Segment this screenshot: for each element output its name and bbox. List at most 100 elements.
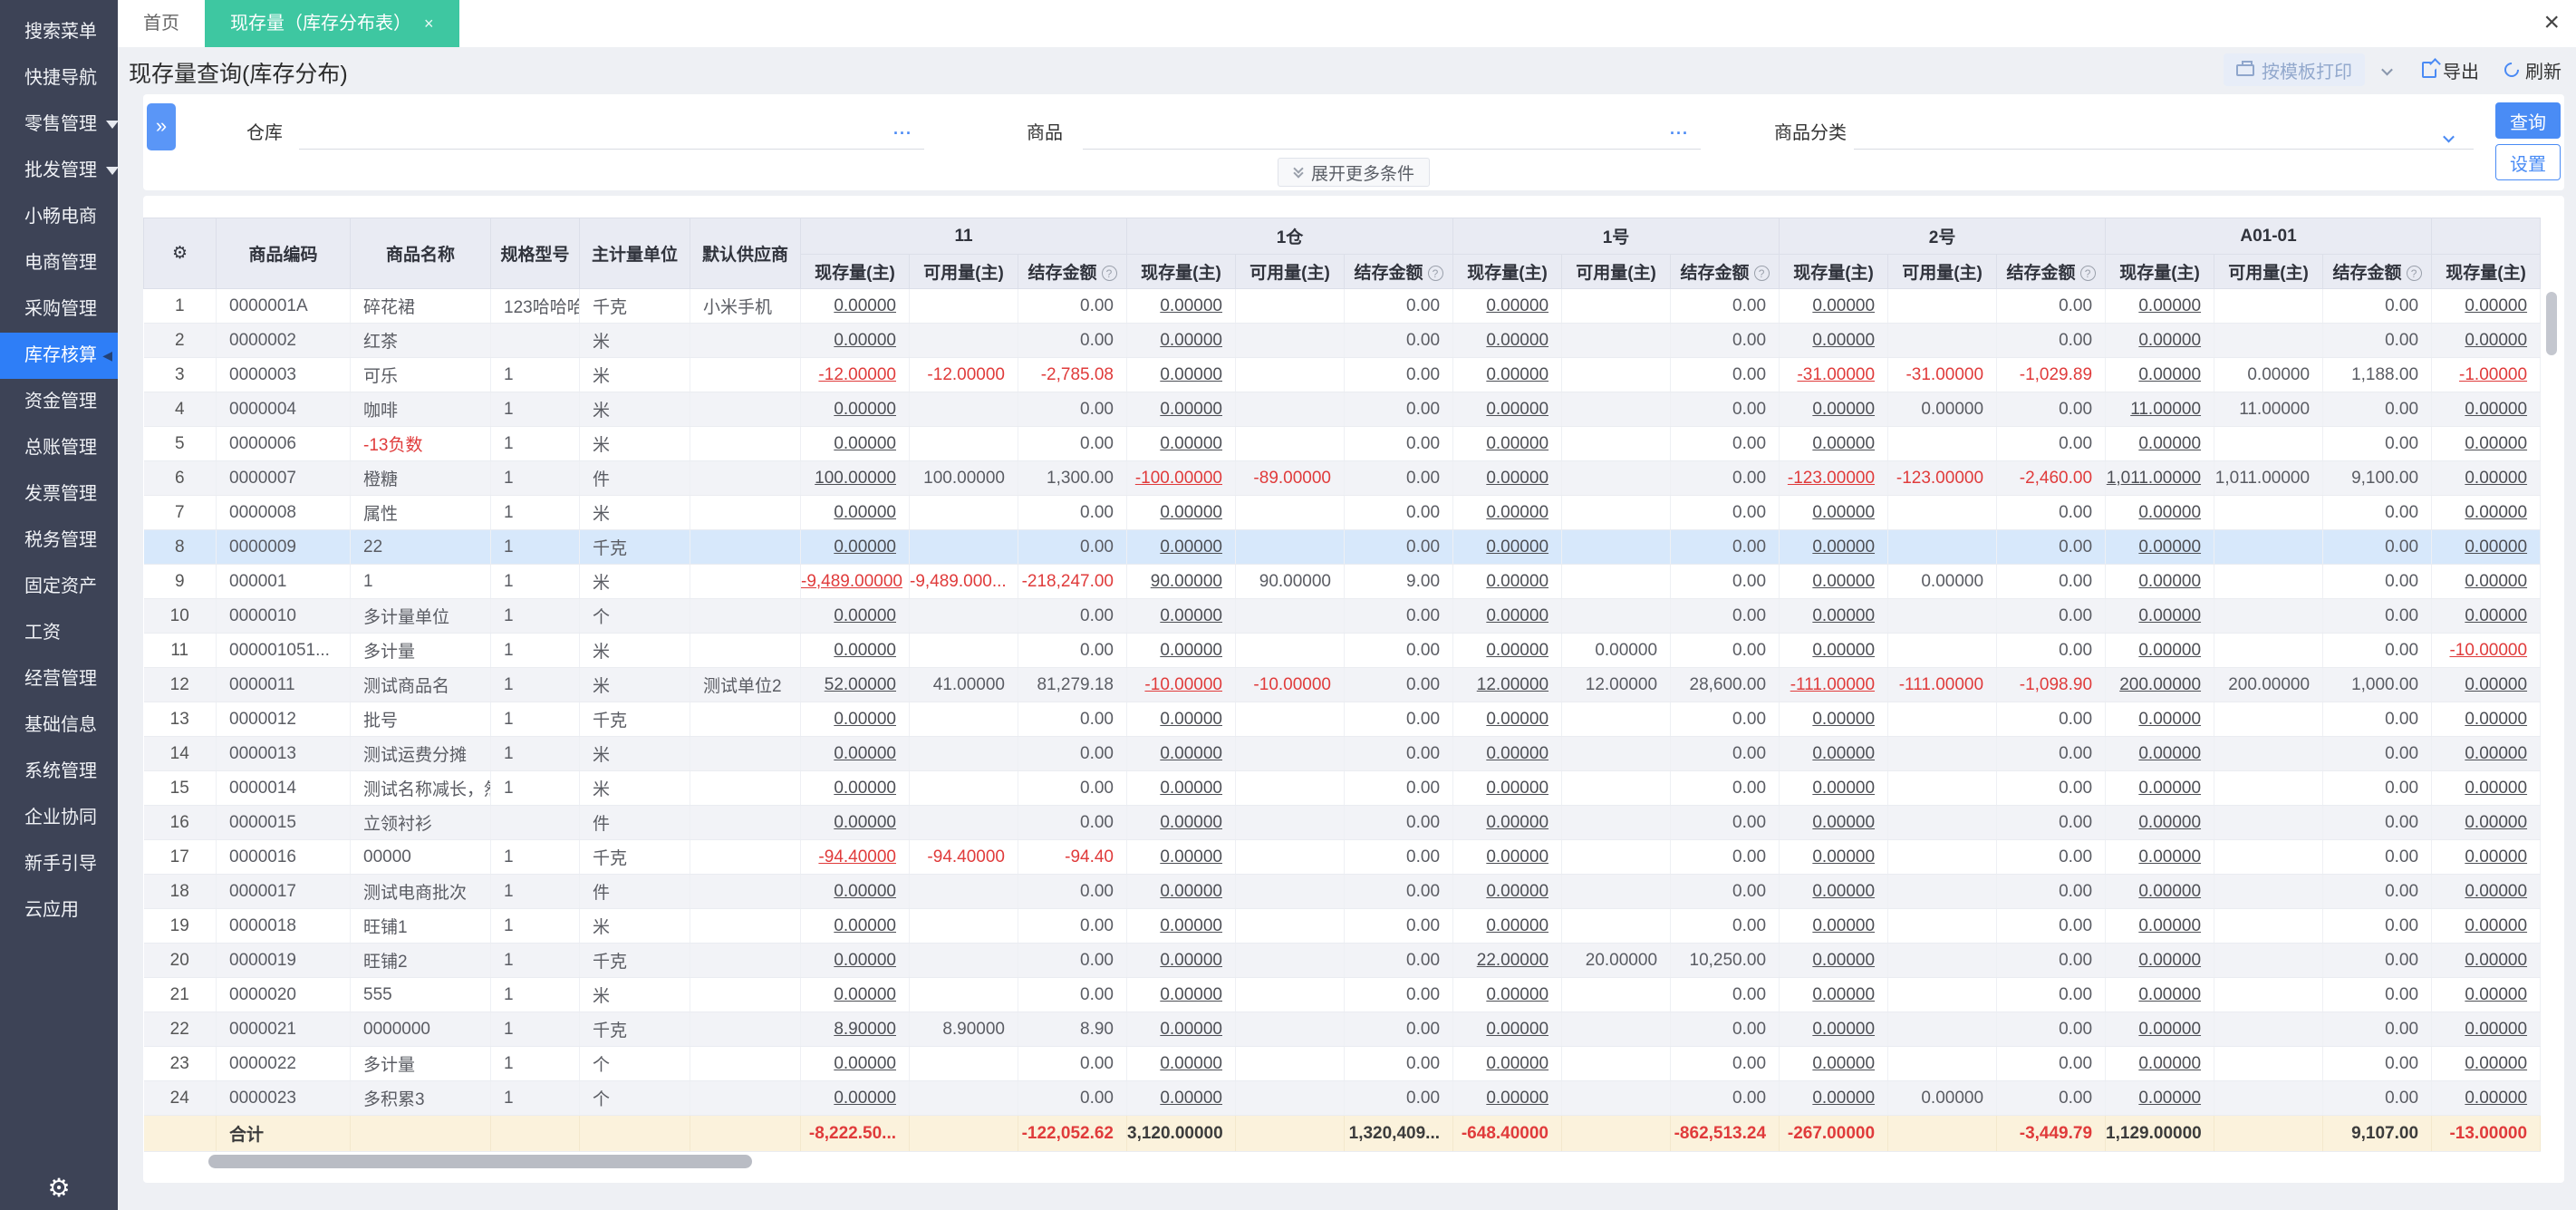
- qty-link-cell[interactable]: 0.00000: [2431, 1046, 2542, 1081]
- qty-link-cell[interactable]: 0.00000: [1452, 598, 1563, 634]
- qty-link-cell[interactable]: 0.00000: [2431, 805, 2542, 840]
- qty-link-cell[interactable]: 0.00000: [800, 943, 910, 978]
- export-button[interactable]: 导出: [2422, 57, 2479, 83]
- qty-link-cell[interactable]: 0.00000: [2431, 288, 2542, 324]
- qty-link-cell[interactable]: 0.00000: [1126, 702, 1236, 737]
- table-row[interactable]: 23 0000022 多计量 1 个 0.00000 0.00 0.00000 0.00 0.00…: [143, 1046, 2542, 1081]
- qty-link-cell[interactable]: 0.00000: [1452, 357, 1563, 392]
- qty-link-cell[interactable]: 0.00000: [2105, 1046, 2215, 1081]
- qty-link-cell[interactable]: 0.00000: [2105, 736, 2215, 771]
- qty-link-cell[interactable]: 0.00000: [1126, 357, 1236, 392]
- table-row[interactable]: 21 0000020 555 1 米 0.00000 0.00 0.00000 0.00 0.00…: [143, 977, 2542, 1012]
- qty-link-cell[interactable]: 0.00000: [800, 529, 910, 565]
- tab[interactable]: 首页: [118, 0, 205, 47]
- table-row[interactable]: 8 0000009 22 1 千克 0.00000 0.00 0.00000 0.00 0.000…: [143, 529, 2542, 565]
- qty-link-cell[interactable]: 0.00000: [1779, 977, 1889, 1012]
- qty-link-cell[interactable]: 0.00000: [2431, 874, 2542, 909]
- qty-link-cell[interactable]: 0.00000: [1452, 633, 1563, 668]
- sidebar-item[interactable]: 工资: [0, 610, 118, 656]
- sidebar-item[interactable]: 批发管理: [0, 148, 119, 194]
- qty-link-cell[interactable]: -9,489.00000: [800, 564, 910, 599]
- qty-link-cell[interactable]: 0.00000: [2105, 598, 2215, 634]
- qty-link-cell[interactable]: 0.00000: [2431, 1012, 2542, 1047]
- qty-link-cell[interactable]: 0.00000: [1779, 1012, 1889, 1047]
- qty-link-cell[interactable]: 0.00000: [1126, 770, 1236, 806]
- qty-link-cell[interactable]: 0.00000: [1452, 736, 1563, 771]
- qty-link-cell[interactable]: 0.00000: [2105, 943, 2215, 978]
- qty-link-cell[interactable]: 0.00000: [1452, 874, 1563, 909]
- qty-link-cell[interactable]: 0.00000: [800, 323, 910, 358]
- qty-link-cell[interactable]: 0.00000: [1779, 736, 1889, 771]
- qty-link-cell[interactable]: 0.00000: [2105, 633, 2215, 668]
- close-tab-icon[interactable]: ×: [424, 15, 434, 33]
- table-row[interactable]: 9 000001 1 1 米 -9,489.00000 -9,489.000... -218,…: [143, 564, 2542, 599]
- qty-link-cell[interactable]: 12.00000: [1452, 667, 1563, 702]
- sidebar-item[interactable]: 云应用: [0, 887, 118, 934]
- qty-link-cell[interactable]: 0.00000: [1126, 874, 1236, 909]
- qty-link-cell[interactable]: -100.00000: [1126, 460, 1236, 496]
- table-row[interactable]: 3 0000003 可乐 1 米 -12.00000 -12.00000 -2,785.08 0…: [143, 357, 2542, 392]
- vertical-scrollbar-thumb[interactable]: [2546, 292, 2557, 355]
- qty-link-cell[interactable]: 0.00000: [2105, 564, 2215, 599]
- table-row[interactable]: 16 0000015 立领衬衫件 0.00000 0.00 0.00000 0.00 0.00…: [143, 805, 2542, 840]
- qty-link-cell[interactable]: 200.00000: [2105, 667, 2215, 702]
- table-row[interactable]: 10 0000010 多计量单位 1 个 0.00000 0.00 0.00000 0.00 0.…: [143, 598, 2542, 634]
- sidebar-item[interactable]: 系统管理: [0, 749, 118, 795]
- gear-icon[interactable]: ⚙: [171, 244, 188, 263]
- qty-link-cell[interactable]: 0.00000: [2105, 908, 2215, 944]
- qty-link-cell[interactable]: 0.00000: [1126, 426, 1236, 461]
- qty-link-cell[interactable]: 0.00000: [800, 805, 910, 840]
- qty-link-cell[interactable]: 0.00000: [800, 633, 910, 668]
- table-row[interactable]: 2 0000002 红茶米 0.00000 0.00 0.00000 0.00 0.00000…: [143, 323, 2542, 358]
- qty-link-cell[interactable]: 0.00000: [2105, 770, 2215, 806]
- qty-link-cell[interactable]: 0.00000: [2431, 460, 2542, 496]
- qty-link-cell[interactable]: 0.00000: [1126, 805, 1236, 840]
- qty-link-cell[interactable]: 0.00000: [1452, 908, 1563, 944]
- qty-link-cell[interactable]: 0.00000: [1452, 564, 1563, 599]
- qty-link-cell[interactable]: 0.00000: [2431, 564, 2542, 599]
- sidebar-item[interactable]: 小畅电商: [0, 194, 118, 240]
- qty-link-cell[interactable]: -10.00000: [2431, 633, 2542, 668]
- qty-link-cell[interactable]: -12.00000: [800, 357, 910, 392]
- qty-link-cell[interactable]: 0.00000: [1779, 529, 1889, 565]
- qty-link-cell[interactable]: 0.00000: [1452, 392, 1563, 427]
- qty-link-cell[interactable]: 0.00000: [800, 392, 910, 427]
- qty-link-cell[interactable]: 0.00000: [1779, 288, 1889, 324]
- table-row[interactable]: 11 000001051... 多计量 1 米 0.00000 0.00 0.00000 0.0…: [143, 633, 2542, 668]
- qty-link-cell[interactable]: 0.00000: [1126, 495, 1236, 530]
- qty-link-cell[interactable]: 0.00000: [1779, 564, 1889, 599]
- qty-link-cell[interactable]: 0.00000: [2431, 667, 2542, 702]
- qty-link-cell[interactable]: 0.00000: [1126, 529, 1236, 565]
- qty-link-cell[interactable]: 0.00000: [800, 426, 910, 461]
- qty-link-cell[interactable]: 0.00000: [800, 598, 910, 634]
- qty-link-cell[interactable]: 0.00000: [2105, 288, 2215, 324]
- collapse-filter-button[interactable]: »: [147, 103, 176, 150]
- qty-link-cell[interactable]: 0.00000: [1779, 943, 1889, 978]
- qty-link-cell[interactable]: 0.00000: [1779, 633, 1889, 668]
- qty-link-cell[interactable]: 0.00000: [1452, 1080, 1563, 1116]
- qty-link-cell[interactable]: 0.00000: [800, 874, 910, 909]
- qty-link-cell[interactable]: 1,011.00000: [2105, 460, 2215, 496]
- qty-link-cell[interactable]: -111.00000: [1779, 667, 1889, 702]
- table-row[interactable]: 10000001A碎花裙123哈哈哈...千克小米手机0.000000.000.…: [143, 288, 2542, 324]
- product-picker-icon[interactable]: ...: [1670, 120, 1690, 138]
- table-row[interactable]: 12 0000011 测试商品名 1 米测试单位2 52.00000 41.00000 81,…: [143, 667, 2542, 702]
- qty-link-cell[interactable]: -10.00000: [1126, 667, 1236, 702]
- qty-link-cell[interactable]: 0.00000: [800, 495, 910, 530]
- print-by-template-button[interactable]: 按模板打印: [2224, 53, 2365, 86]
- table-row[interactable]: 14 0000013 测试运费分摊 1 米 0.00000 0.00 0.00000 0.00 0…: [143, 736, 2542, 771]
- sidebar-item[interactable]: 采购管理: [0, 286, 118, 333]
- qty-link-cell[interactable]: -31.00000: [1779, 357, 1889, 392]
- qty-link-cell[interactable]: 0.00000: [1779, 426, 1889, 461]
- settings-gear-icon[interactable]: ⚙: [47, 1174, 71, 1202]
- sidebar-item[interactable]: 发票管理: [0, 471, 118, 518]
- table-row[interactable]: 5 0000006 -13负数 1 米 0.00000 0.00 0.00000 0.00 0.0…: [143, 426, 2542, 461]
- qty-link-cell[interactable]: 0.00000: [1126, 633, 1236, 668]
- qty-link-cell[interactable]: 0.00000: [1126, 1080, 1236, 1116]
- qty-link-cell[interactable]: 0.00000: [1779, 598, 1889, 634]
- qty-link-cell[interactable]: 0.00000: [1779, 1046, 1889, 1081]
- warehouse-picker-icon[interactable]: ...: [893, 120, 913, 138]
- qty-link-cell[interactable]: 0.00000: [1126, 323, 1236, 358]
- qty-link-cell[interactable]: -1.00000: [2431, 357, 2542, 392]
- settings-button[interactable]: 设置: [2495, 144, 2561, 180]
